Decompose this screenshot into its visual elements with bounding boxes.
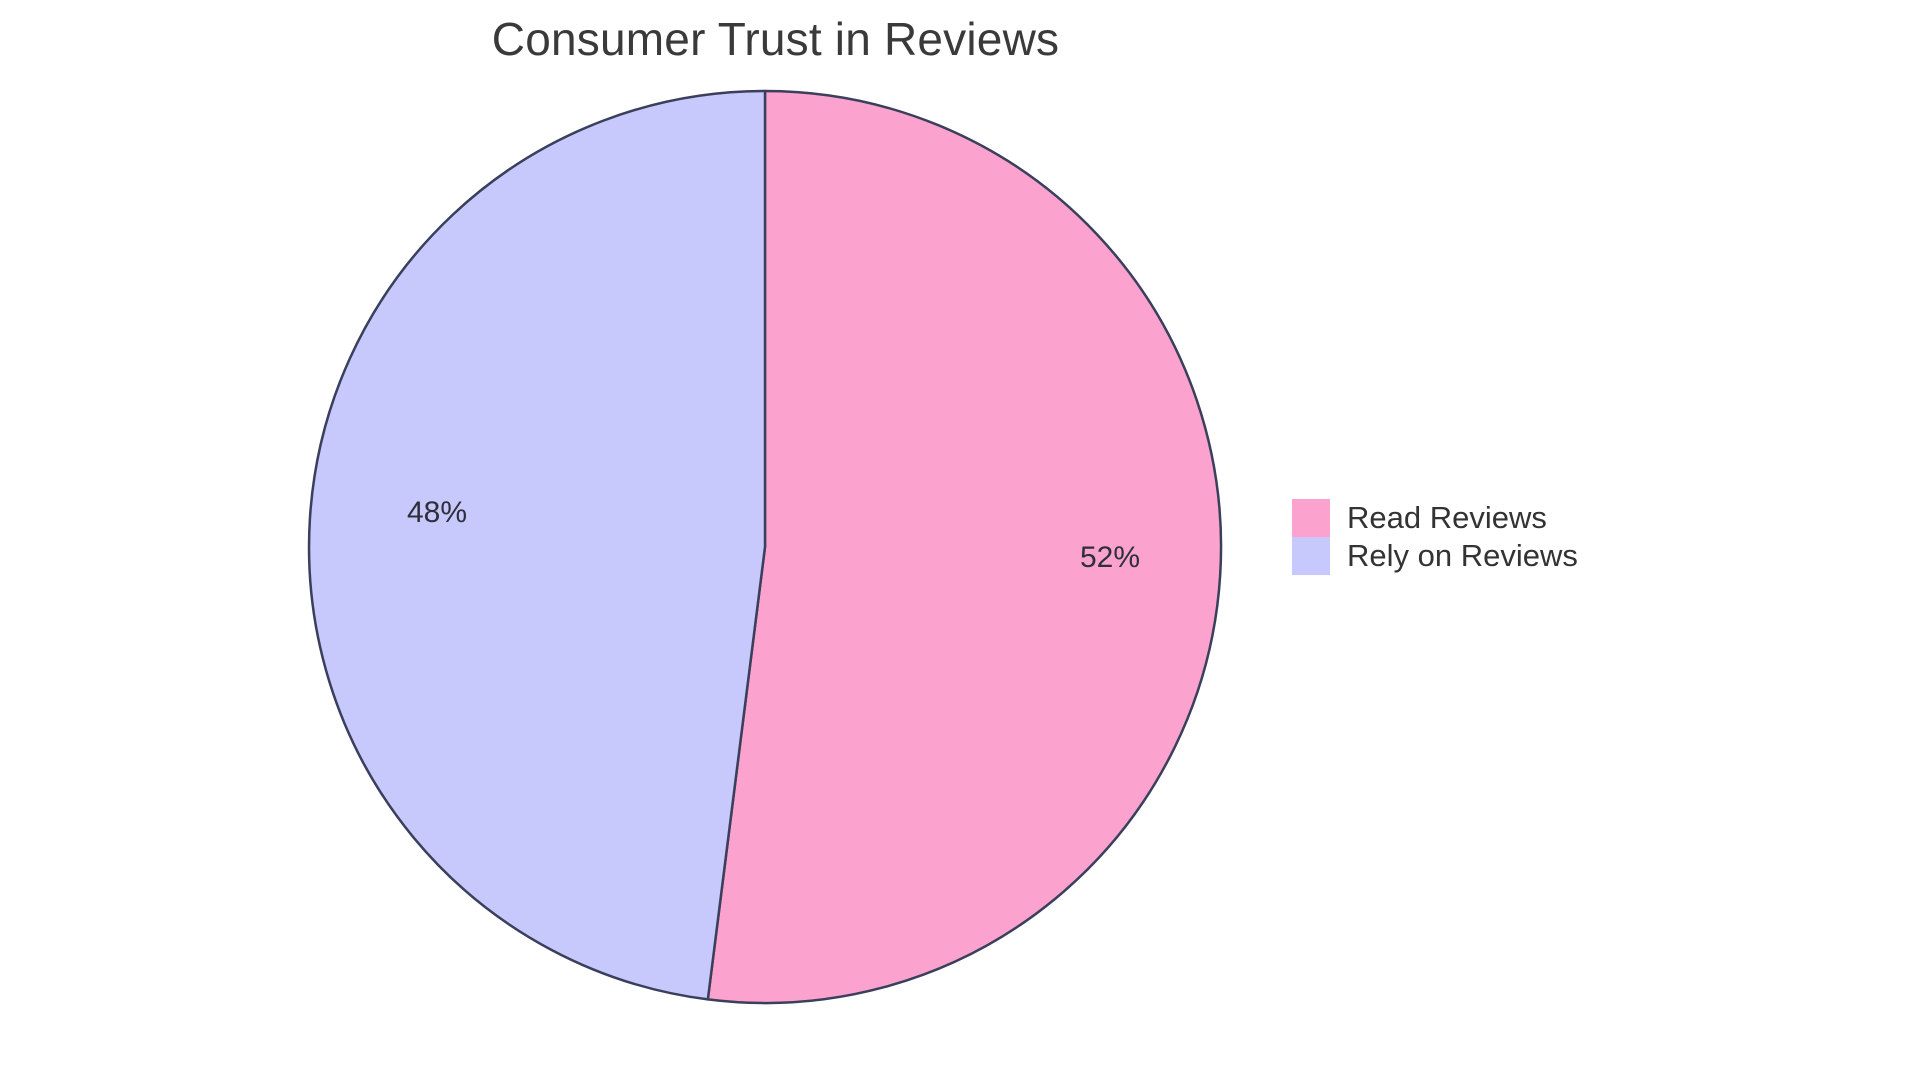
chart-legend: Read Reviews Rely on Reviews bbox=[1292, 499, 1578, 575]
legend-swatch-read-reviews bbox=[1292, 499, 1330, 537]
legend-item-read-reviews[interactable]: Read Reviews bbox=[1292, 499, 1578, 537]
pie-chart-plot-area bbox=[307, 89, 1223, 1005]
legend-item-rely-on-reviews[interactable]: Rely on Reviews bbox=[1292, 537, 1578, 575]
pie-slice-rely-on-reviews[interactable] bbox=[307, 89, 767, 1001]
page-title: Consumer Trust in Reviews bbox=[491, 13, 1060, 65]
legend-swatch-rely-on-reviews bbox=[1292, 537, 1330, 575]
legend-label-rely-on-reviews: Rely on Reviews bbox=[1347, 538, 1578, 573]
pie-slice-read-reviews[interactable] bbox=[706, 89, 1223, 1005]
pie-chart-svg bbox=[307, 89, 1223, 1005]
legend-label-read-reviews: Read Reviews bbox=[1347, 500, 1547, 535]
